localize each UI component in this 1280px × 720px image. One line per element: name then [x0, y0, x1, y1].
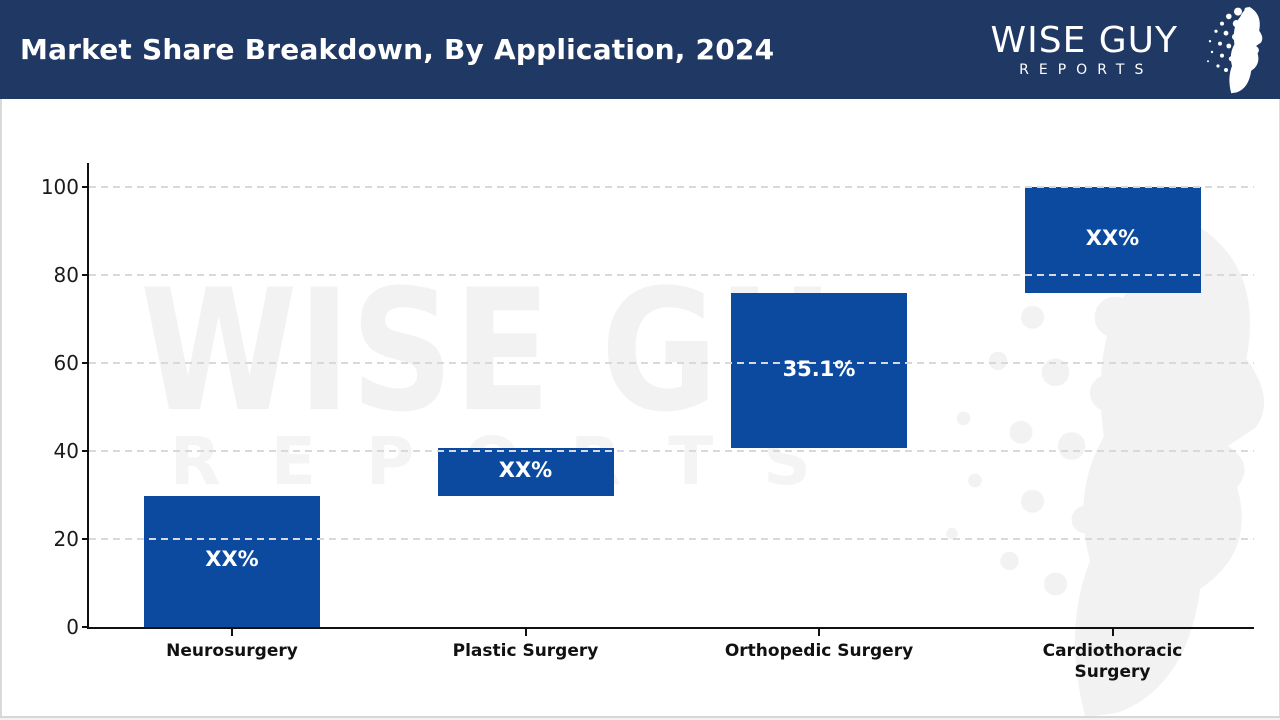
gridline	[89, 362, 1254, 364]
y-tick-mark	[82, 538, 89, 540]
y-tick-mark	[82, 186, 89, 188]
y-tick-label: 100	[40, 175, 79, 199]
y-tick-label: 0	[66, 615, 79, 639]
logo-subtitle: REPORTS	[1019, 61, 1154, 78]
x-category-label: Plastic Surgery	[452, 641, 599, 661]
gridline	[89, 450, 1254, 452]
bar-orthopedic-surgery	[731, 293, 907, 448]
y-axis	[87, 163, 89, 629]
x-category-label: Orthopedic Surgery	[724, 641, 914, 661]
x-category-label: Cardiothoracic Surgery	[1042, 641, 1183, 683]
logo-face-icon	[1207, 6, 1263, 93]
x-tick-mark	[524, 629, 527, 636]
x-tick-mark	[818, 629, 820, 636]
bar-neurosurgery	[144, 495, 320, 627]
chart-area: WISE GU REPORTS XX%XX%35.1%XX%0204060801…	[0, 99, 1280, 716]
bar-value-label: 35.1%	[782, 356, 856, 381]
plot: XX% XX% 35.1% XX% 0 20 40 60 80 100 Neurosurgery Pl…	[2, 99, 1279, 716]
logo-wordmark: WISE GUY	[990, 19, 1178, 61]
x-tick-mark	[231, 629, 233, 636]
x-axis	[87, 627, 1254, 629]
chart-title: Market Share Breakdown, By Application, …	[20, 33, 775, 66]
wise-guy-reports-logo: WISE GUY REPORTS	[991, 0, 1267, 99]
gridline	[89, 274, 1254, 276]
x-category-label: Neurosurgery	[166, 641, 298, 661]
y-tick-mark	[82, 274, 89, 276]
y-tick-label: 60	[53, 351, 79, 375]
x-tick-mark	[1111, 629, 1114, 636]
y-tick-mark	[82, 362, 89, 364]
bar-value-label: XX%	[498, 457, 553, 482]
header-bar: Market Share Breakdown, By Application, …	[0, 0, 1280, 99]
bar-plastic-surgery	[437, 447, 614, 496]
y-tick-label: 80	[53, 263, 79, 287]
y-tick-mark	[82, 626, 89, 628]
gridline	[89, 186, 1254, 188]
y-tick-label: 40	[53, 439, 79, 463]
bar-value-label: XX%	[205, 547, 259, 572]
gridline	[89, 538, 1254, 540]
bar-value-label: XX%	[1085, 226, 1140, 251]
y-tick-label: 20	[53, 527, 79, 551]
bottom-border	[0, 716, 1280, 718]
logo-text: WISE GUY REPORTS	[990, 19, 1179, 78]
y-tick-mark	[82, 450, 89, 452]
bottom-strip	[0, 718, 1280, 720]
